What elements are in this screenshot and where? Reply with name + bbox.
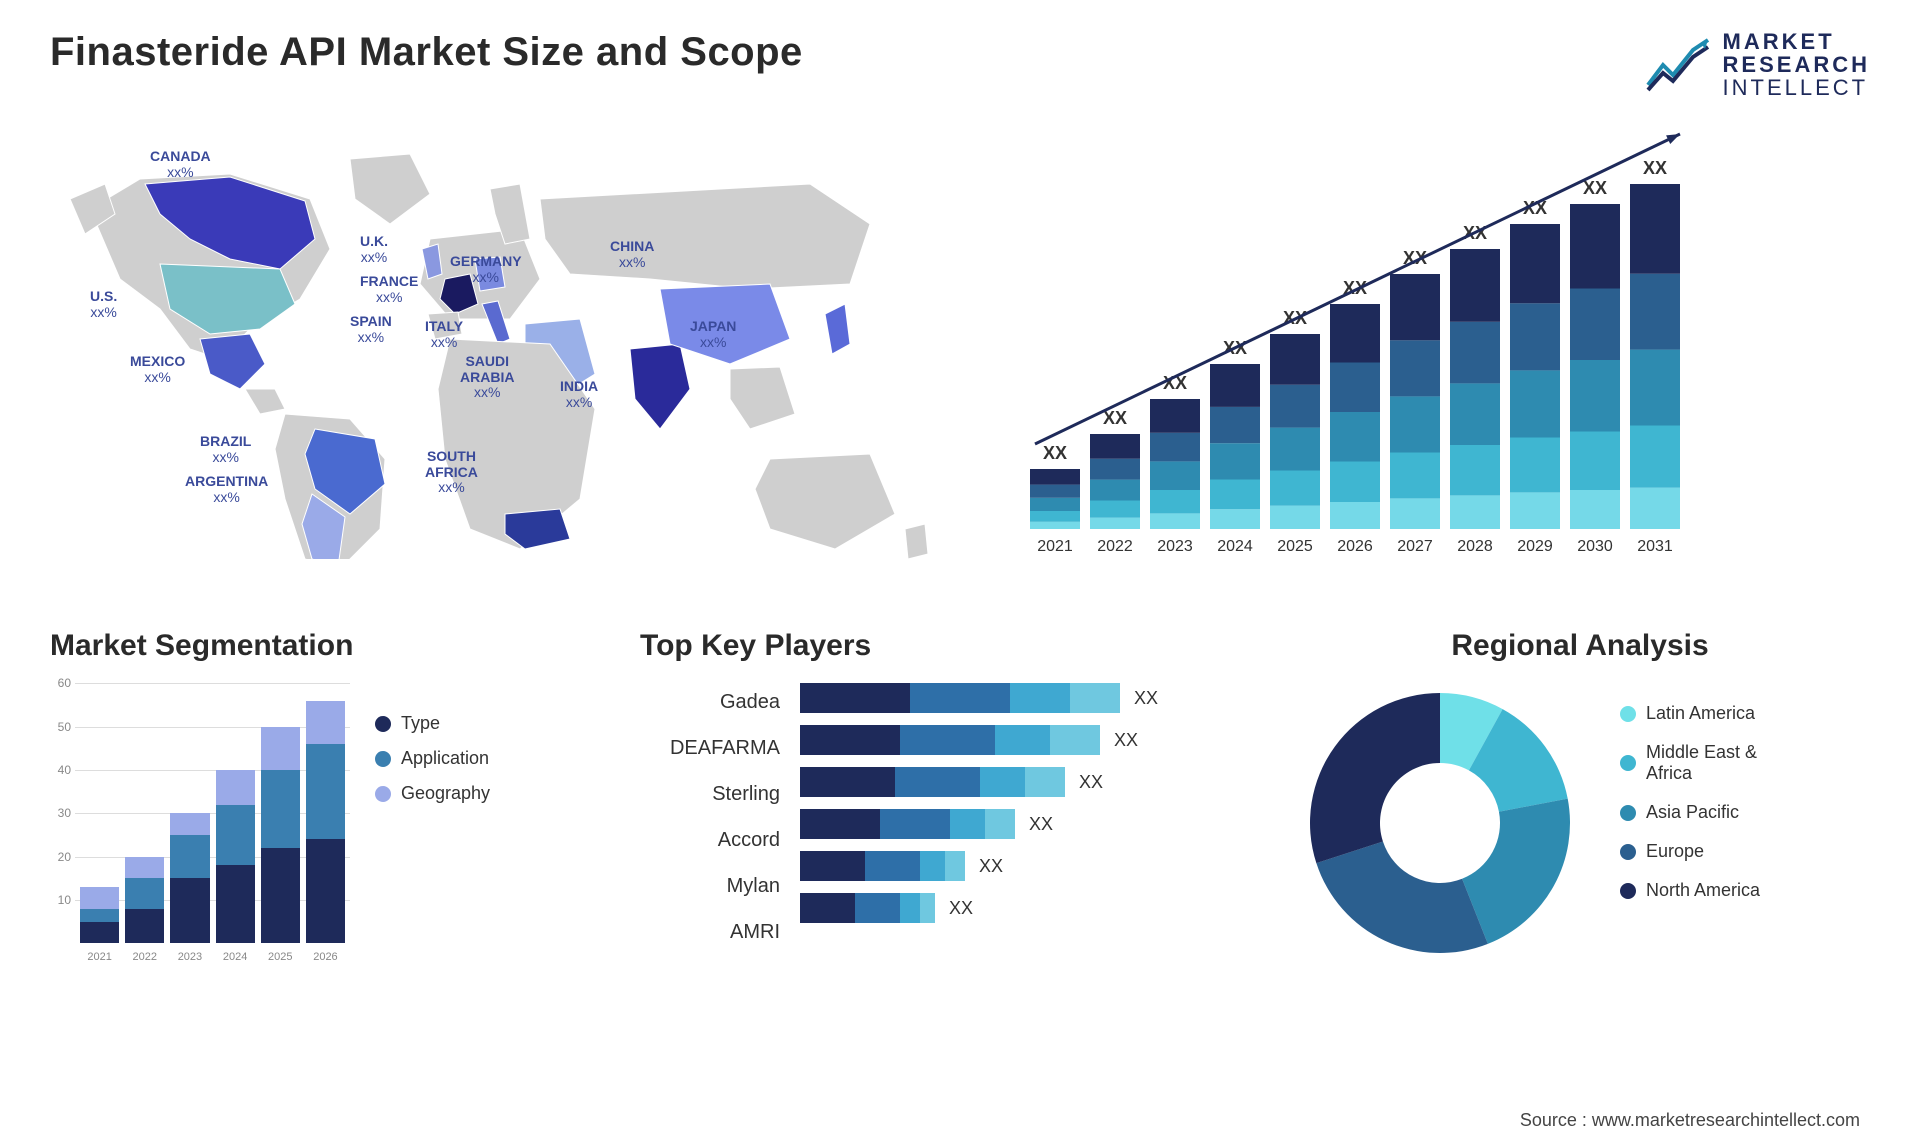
map-label: BRAZILxx% [200,434,251,465]
key-player-name: AMRI [640,917,780,947]
growth-chart-panel: XX2021XX2022XX2023XX2024XX2025XX2026XX20… [990,129,1870,569]
svg-text:2023: 2023 [1157,538,1193,555]
segmentation-bar [125,857,164,944]
segmentation-bar [80,887,119,943]
map-label: FRANCExx% [360,274,418,305]
svg-text:2025: 2025 [1277,538,1313,555]
svg-text:2024: 2024 [1217,538,1253,555]
regional-legend-item: Middle East &Africa [1620,742,1760,784]
svg-text:2030: 2030 [1577,538,1613,555]
map-label: MEXICOxx% [130,354,185,385]
map-label: U.S.xx% [90,289,117,320]
map-label: SOUTHAFRICAxx% [425,449,478,495]
key-player-name: Gadea [640,687,780,717]
segmentation-bar [216,770,255,943]
growth-bar-chart: XX2021XX2022XX2023XX2024XX2025XX2026XX20… [990,129,1810,569]
regional-donut-chart [1290,683,1590,963]
map-label: CHINAxx% [610,239,654,270]
brand-logo: MARKET RESEARCH INTELLECT [1643,30,1870,99]
segmentation-legend: Type Application Geography [375,683,490,963]
key-player-row: XX [800,809,1260,839]
segmentation-chart: 102030405060 202120222023202420252026 [50,683,350,963]
page-title: Finasteride API Market Size and Scope [50,30,803,75]
regional-legend-item: Latin America [1620,703,1760,724]
svg-text:XX: XX [1583,178,1607,198]
key-players-title: Top Key Players [640,629,1260,663]
key-player-name: Mylan [640,871,780,901]
key-player-row: XX [800,851,1260,881]
key-player-name: Sterling [640,779,780,809]
map-label: GERMANYxx% [450,254,522,285]
svg-text:2026: 2026 [1337,538,1373,555]
svg-text:2028: 2028 [1457,538,1493,555]
key-player-name: Accord [640,825,780,855]
segmentation-bar [170,813,209,943]
segmentation-panel: Market Segmentation 102030405060 2021202… [50,629,610,1009]
regional-legend-item: North America [1620,880,1760,901]
key-player-name: DEAFARMA [640,733,780,763]
key-player-row: XX [800,893,1260,923]
logo-icon [1643,35,1713,95]
segmentation-legend-item: Geography [375,783,490,804]
segmentation-title: Market Segmentation [50,629,610,663]
regional-legend-item: Europe [1620,841,1760,862]
regional-legend-item: Asia Pacific [1620,802,1760,823]
key-player-row: XX [800,683,1260,713]
logo-line2: RESEARCH [1723,53,1870,76]
key-player-row: XX [800,725,1260,755]
segmentation-legend-item: Application [375,748,490,769]
regional-title: Regional Analysis [1290,629,1870,663]
svg-text:XX: XX [1643,158,1667,178]
key-players-bars: XX XX XX XX XX XX [800,683,1260,947]
regional-panel: Regional Analysis Latin America Middle Ea… [1290,629,1870,1009]
key-players-panel: Top Key Players Gadea DEAFARMA Sterling Acc… [640,629,1260,1009]
map-label: ITALYxx% [425,319,463,350]
svg-text:2031: 2031 [1637,538,1673,555]
svg-text:2022: 2022 [1097,538,1133,555]
svg-text:2021: 2021 [1037,538,1073,555]
key-player-row: XX [800,767,1260,797]
source-attribution: Source : www.marketresearchintellect.com [1520,1110,1860,1131]
map-label: CANADAxx% [150,149,211,180]
regional-legend: Latin America Middle East &Africa Asia Pac… [1620,683,1760,901]
segmentation-bar [261,727,300,944]
logo-line1: MARKET [1723,30,1870,53]
world-map-panel: CANADAxx% U.S.xx% MEXICOxx% BRAZILxx% ARGENT… [50,129,950,569]
map-label: ARGENTINAxx% [185,474,268,505]
map-label: JAPANxx% [690,319,736,350]
map-label: SPAINxx% [350,314,392,345]
map-label: SAUDIARABIAxx% [460,354,514,400]
key-players-names: Gadea DEAFARMA Sterling Accord Mylan AMRI [640,683,780,947]
map-label: U.K.xx% [360,234,388,265]
map-label: INDIAxx% [560,379,598,410]
svg-text:XX: XX [1043,443,1067,463]
svg-text:2027: 2027 [1397,538,1433,555]
segmentation-bar [306,701,345,944]
segmentation-legend-item: Type [375,713,490,734]
svg-text:2029: 2029 [1517,538,1553,555]
logo-line3: INTELLECT [1723,76,1870,99]
